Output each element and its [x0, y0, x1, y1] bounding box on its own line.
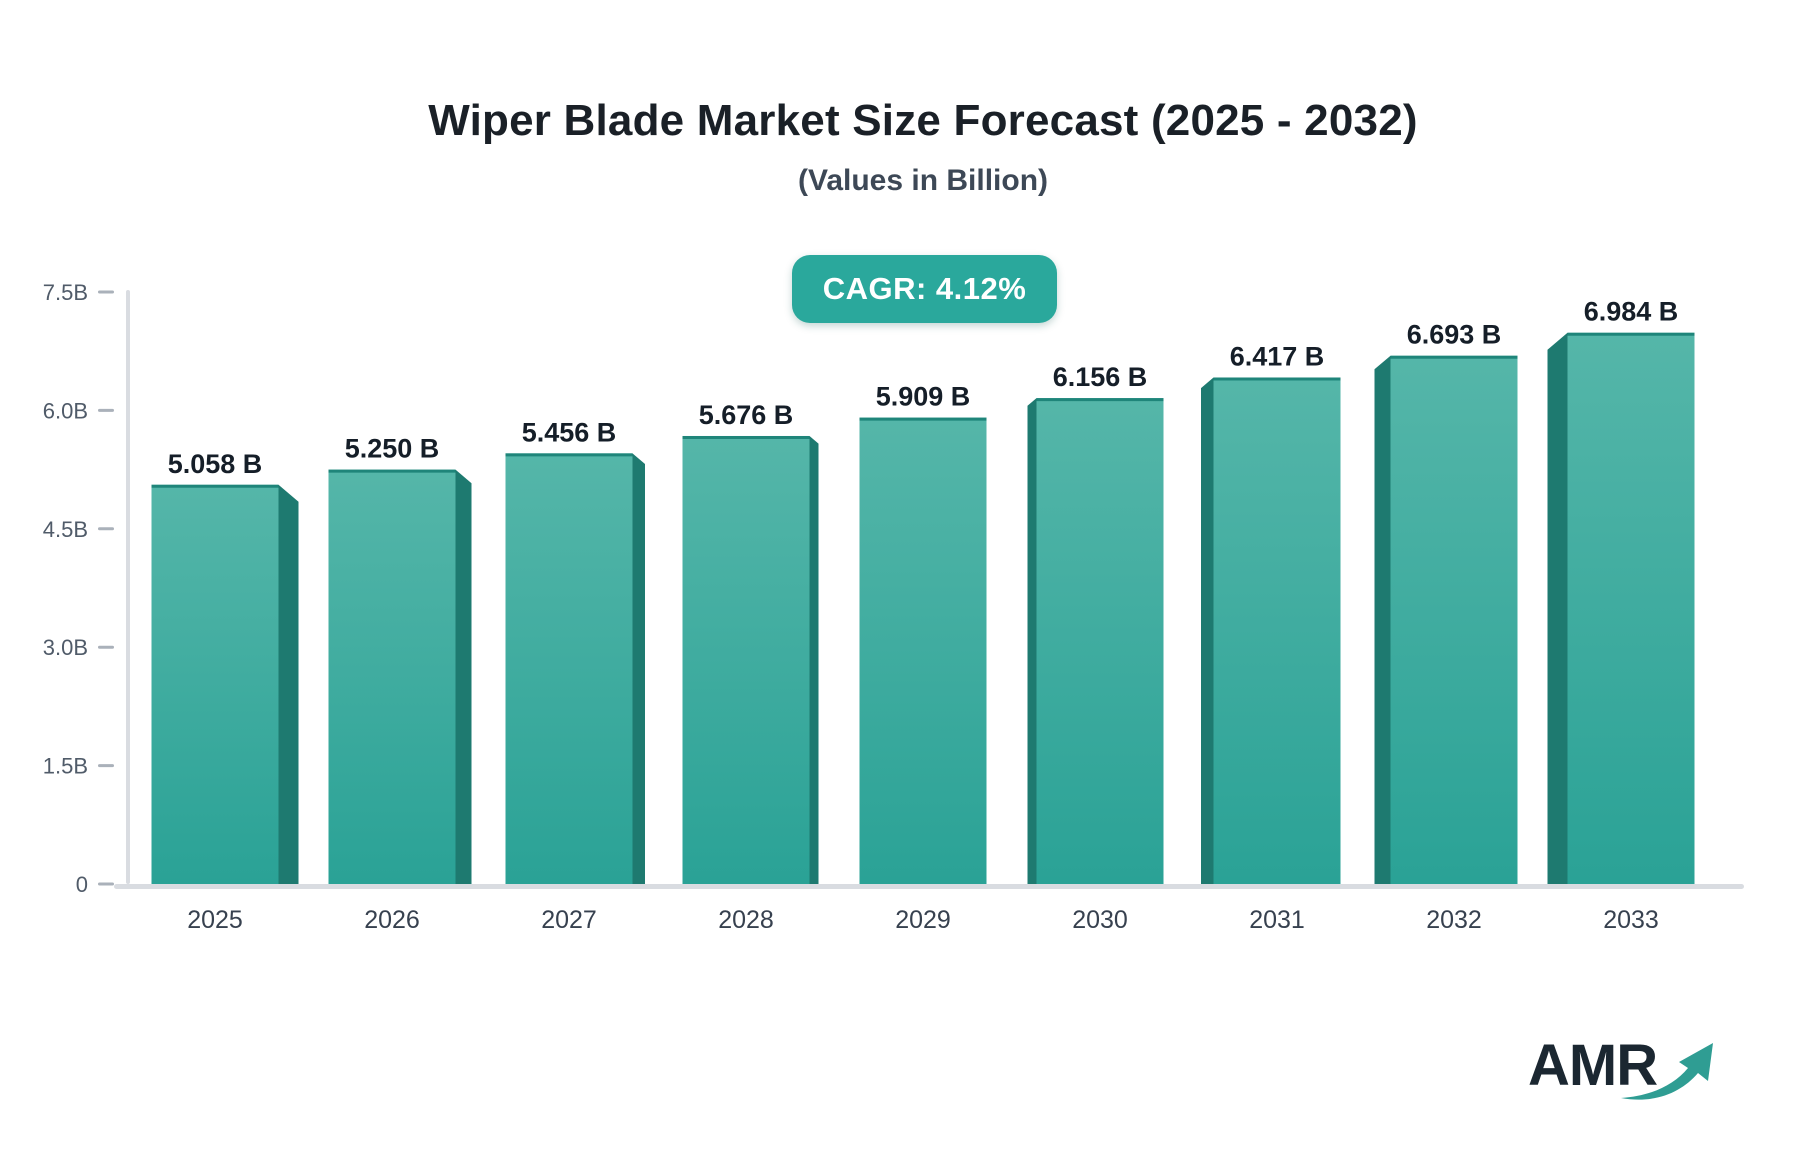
bar-value-label: 6.693 B: [1407, 320, 1502, 350]
x-axis-label: 2030: [1072, 906, 1128, 934]
bar-2031: [1213, 377, 1341, 884]
bar-side-face: [1027, 398, 1037, 884]
bar-value-label: 6.417 B: [1230, 341, 1325, 371]
bar-side-face: [1374, 355, 1391, 884]
x-axis-label: 2025: [187, 906, 243, 934]
x-axis-label: 2029: [895, 906, 951, 934]
bar-value-label: 5.058 B: [168, 449, 263, 479]
x-axis-label: 2033: [1603, 906, 1659, 934]
bar-2028: [682, 435, 810, 884]
y-axis-tick-label: 3.0B: [43, 635, 88, 660]
bar-2033: [1567, 332, 1695, 884]
bar-side-face: [1547, 332, 1568, 884]
y-axis-tick: [98, 527, 114, 531]
y-axis-tick-label: 0: [76, 872, 88, 897]
bar-2025: [151, 484, 279, 884]
y-axis-tick-label: 4.5B: [43, 517, 88, 542]
bar-2027: [505, 453, 633, 884]
y-axis-tick: [98, 645, 114, 649]
bar-value-label: 6.156 B: [1053, 362, 1148, 392]
bar-side-face: [278, 484, 299, 884]
bar-2030: [1036, 398, 1164, 884]
x-axis-label: 2031: [1249, 906, 1305, 934]
y-axis-tick-label: 1.5B: [43, 754, 88, 779]
y-axis-tick: [98, 882, 114, 886]
bar-value-label: 5.250 B: [345, 434, 440, 464]
amr-logo-text: AMR: [1528, 1033, 1658, 1098]
bar-value-label: 5.676 B: [699, 400, 794, 430]
x-axis-label: 2032: [1426, 906, 1482, 934]
y-axis-tick-label: 6.0B: [43, 398, 88, 423]
cagr-badge-label: CAGR: 4.12%: [822, 271, 1027, 306]
y-axis-tick: [98, 764, 114, 768]
bar-side-face: [1201, 377, 1214, 884]
x-axis-line: [114, 884, 1744, 889]
chart-title: Wiper Blade Market Size Forecast (2025 -…: [428, 96, 1418, 145]
cagr-badge: CAGR: 4.12%: [792, 255, 1057, 323]
y-axis-line: [126, 290, 130, 884]
bar-2029: [859, 417, 987, 884]
x-axis-label: 2026: [364, 906, 420, 934]
bar-side-face: [809, 435, 819, 884]
bar-side-face: [632, 453, 645, 884]
bar-2032: [1390, 355, 1518, 884]
trend-arrow-icon: [1621, 1043, 1713, 1100]
chart-header: Wiper Blade Market Size Forecast (2025 -…: [46, 96, 1800, 198]
bar-value-label: 5.456 B: [522, 417, 617, 447]
bar-2026: [328, 469, 456, 884]
bar-value-label: 6.984 B: [1584, 297, 1679, 327]
bar-side-face: [455, 469, 472, 884]
x-axis-label: 2028: [718, 906, 774, 934]
bar-value-label: 5.909 B: [876, 382, 971, 412]
y-axis-tick: [98, 408, 114, 412]
chart-subtitle: (Values in Billion): [797, 164, 1049, 197]
y-axis-tick: [98, 290, 114, 294]
x-axis-label: 2027: [541, 906, 597, 934]
amr-logo: AMR: [1528, 1032, 1738, 1112]
y-axis-tick-label: 7.5B: [43, 280, 88, 305]
